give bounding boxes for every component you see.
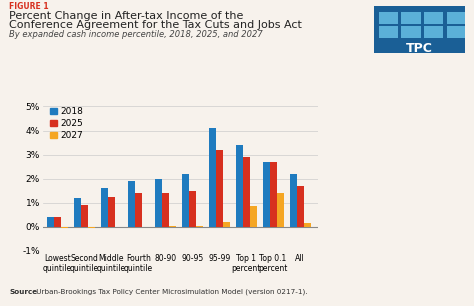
Bar [74,198,81,227]
Bar [88,227,95,228]
Bar [101,188,108,227]
Bar [379,26,398,38]
Text: By expanded cash income percentile, 2018, 2025, and 2027: By expanded cash income percentile, 2018… [9,30,263,39]
Bar [424,12,443,24]
Text: FIGURE 1: FIGURE 1 [9,2,49,10]
Bar [135,193,142,227]
Bar [277,193,283,227]
Bar [54,217,61,227]
Text: Percent Change in After-tax Income of the: Percent Change in After-tax Income of th… [9,11,244,21]
Text: Urban-Brookings Tax Policy Center Microsimulation Model (version 0217-1).: Urban-Brookings Tax Policy Center Micros… [34,289,308,295]
Bar [162,193,169,227]
Bar [223,222,230,227]
Bar [447,12,465,24]
Bar [250,206,256,227]
Bar [182,174,189,227]
Bar [303,223,310,227]
Bar [290,174,297,227]
Bar [216,150,223,227]
Bar [379,12,398,24]
Bar [236,145,243,227]
Bar [81,205,88,227]
Bar [155,179,162,227]
Bar [128,181,135,227]
Bar [189,191,196,227]
Bar [47,217,54,227]
Bar [209,128,216,227]
Text: Conference Agreement for the Tax Cuts and Jobs Act: Conference Agreement for the Tax Cuts an… [9,20,302,30]
Bar [297,186,303,227]
Bar [108,197,115,227]
Text: Source: Source [9,289,37,295]
Bar [447,26,465,38]
Bar [243,157,250,227]
Bar [270,162,277,227]
Text: TPC: TPC [406,42,433,54]
Bar [61,227,68,228]
Bar [169,226,176,227]
Bar [401,26,420,38]
Legend: 2018, 2025, 2027: 2018, 2025, 2027 [50,107,83,140]
Bar [263,162,270,227]
Bar [196,226,203,227]
Bar [424,26,443,38]
FancyBboxPatch shape [374,6,465,53]
Bar [401,12,420,24]
